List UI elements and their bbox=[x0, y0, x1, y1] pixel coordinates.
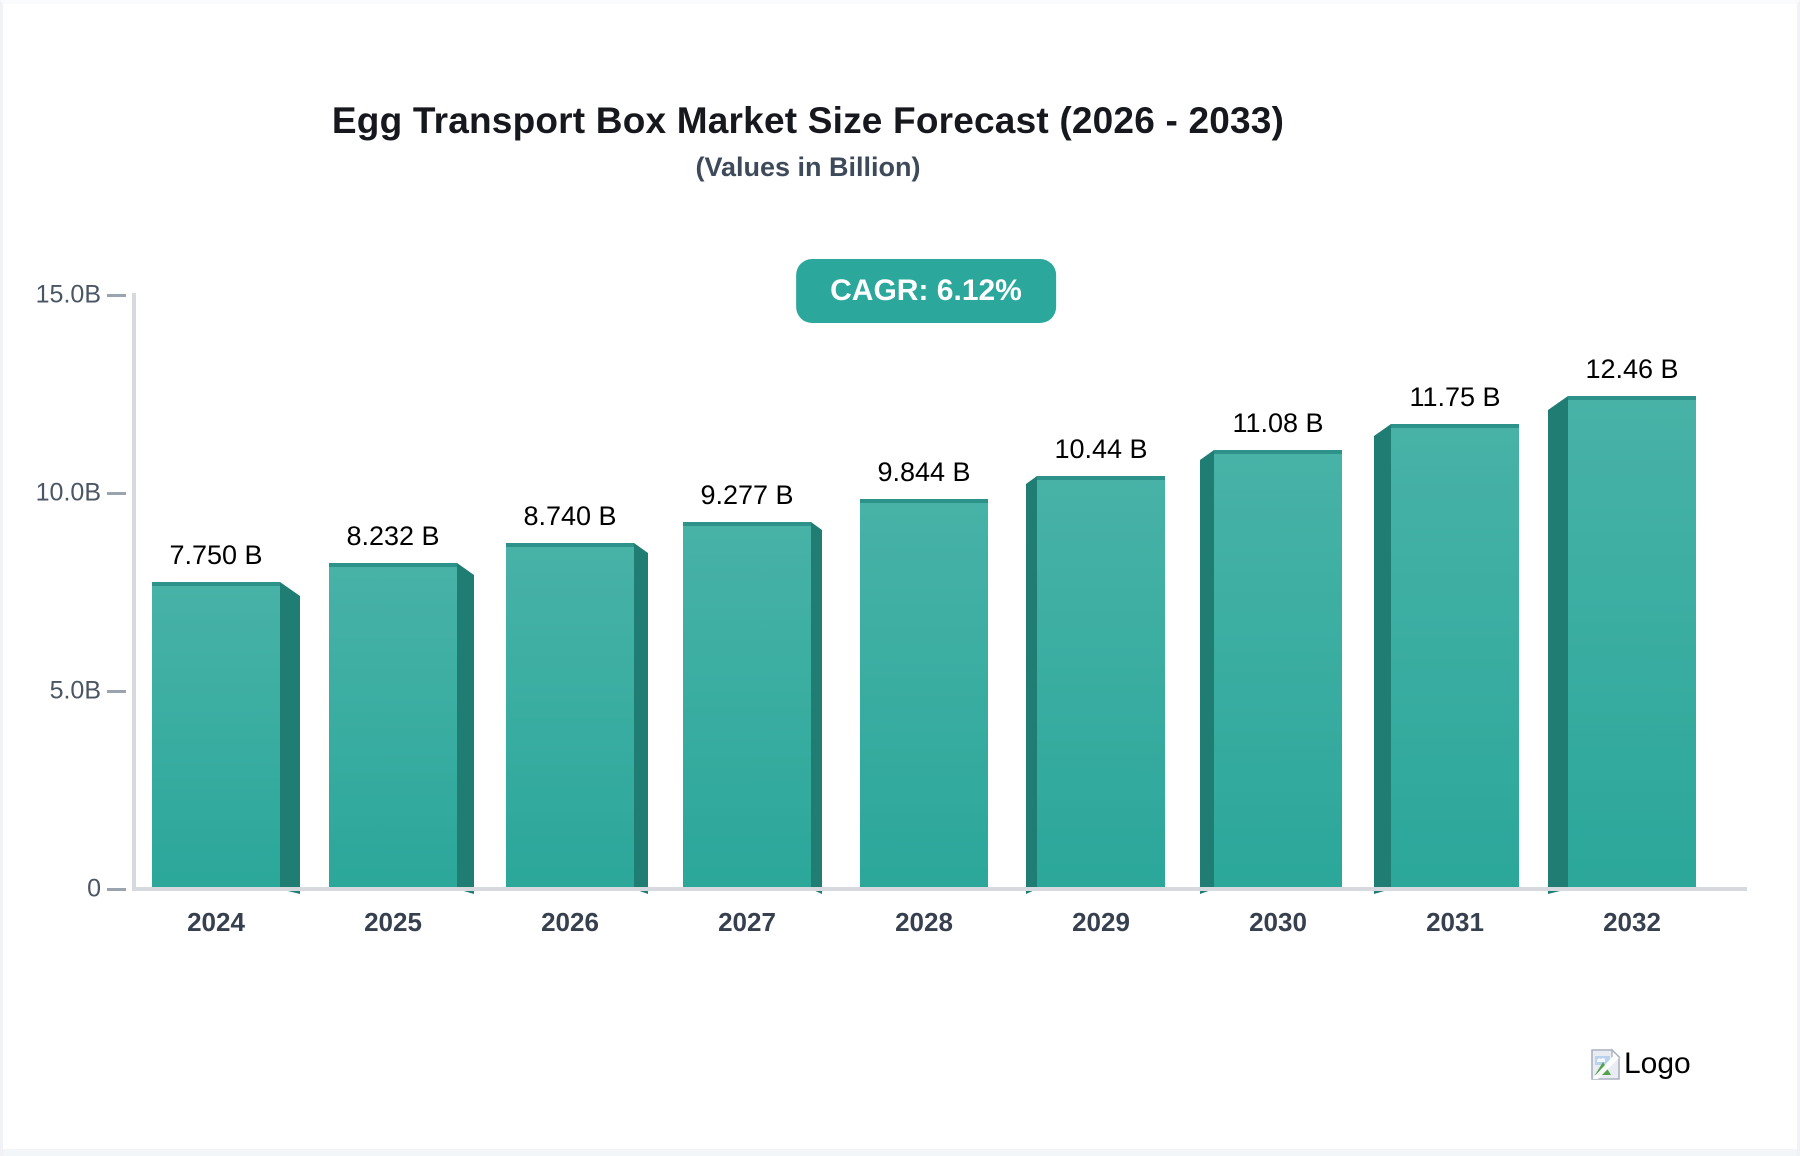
bottom-strip bbox=[3, 1149, 1797, 1156]
bar-2024[interactable] bbox=[152, 582, 280, 889]
bar-top-edge bbox=[1214, 450, 1342, 454]
bar-2032[interactable] bbox=[1568, 396, 1696, 889]
bar-side-face bbox=[1548, 396, 1568, 894]
x-axis-line bbox=[132, 887, 1747, 891]
bar-top-edge bbox=[1568, 396, 1696, 400]
bar-top-edge bbox=[683, 522, 811, 526]
bar-2026[interactable] bbox=[506, 543, 634, 889]
bar-side-face bbox=[811, 522, 822, 894]
x-axis-label-2030: 2030 bbox=[1249, 907, 1307, 937]
cagr-badge: CAGR: 6.12% bbox=[796, 259, 1056, 323]
logo: Logo bbox=[1589, 1047, 1691, 1081]
chart-subtitle: (Values in Billion) bbox=[695, 152, 921, 182]
bar-top-edge bbox=[329, 563, 457, 567]
bar-value-label: 12.46 B bbox=[1585, 354, 1679, 384]
bar-value-label: 9.277 B bbox=[700, 480, 794, 510]
x-axis-label-2026: 2026 bbox=[541, 907, 599, 937]
bar-value-label: 10.44 B bbox=[1054, 434, 1148, 464]
y-axis-line bbox=[132, 293, 136, 890]
x-axis-label-2025: 2025 bbox=[364, 907, 422, 937]
bar-side-face bbox=[634, 543, 648, 894]
x-axis-label-2032: 2032 bbox=[1603, 907, 1661, 937]
x-axis-label-2028: 2028 bbox=[895, 907, 953, 937]
bar-side-face bbox=[280, 582, 300, 894]
bar-value-label: 8.740 B bbox=[523, 501, 617, 531]
bar-2029[interactable] bbox=[1037, 476, 1165, 889]
bar-top-edge bbox=[1037, 476, 1165, 480]
bar-top-edge bbox=[152, 582, 280, 586]
logo-alt-text: Logo bbox=[1624, 1047, 1691, 1080]
x-axis-label-2031: 2031 bbox=[1426, 907, 1484, 937]
bar-2025[interactable] bbox=[329, 563, 457, 889]
bar-value-label: 7.750 B bbox=[169, 540, 263, 570]
y-tick-label: 5.0B bbox=[49, 676, 101, 705]
bar-side-face bbox=[1200, 450, 1214, 894]
bar-2028[interactable] bbox=[860, 499, 988, 889]
y-tick-mark bbox=[107, 690, 126, 693]
x-axis-label-2024: 2024 bbox=[187, 907, 245, 937]
bar-2027[interactable] bbox=[683, 522, 811, 889]
bar-top-edge bbox=[1391, 424, 1519, 428]
x-axis-label-2027: 2027 bbox=[718, 907, 776, 937]
chart-title: Egg Transport Box Market Size Forecast (… bbox=[331, 100, 1285, 141]
y-tick-mark bbox=[107, 294, 126, 297]
y-tick-label: 0 bbox=[87, 874, 101, 903]
broken-image-icon bbox=[1591, 1047, 1621, 1080]
bar-2031[interactable] bbox=[1391, 424, 1519, 889]
bar-value-label: 8.232 B bbox=[346, 521, 440, 551]
y-tick-label: 15.0B bbox=[35, 280, 101, 309]
y-tick-mark bbox=[107, 888, 126, 891]
y-tick-mark bbox=[107, 492, 126, 495]
y-tick-label: 10.0B bbox=[35, 478, 101, 507]
bar-side-face bbox=[1374, 424, 1391, 894]
bar-top-edge bbox=[860, 499, 988, 503]
bar-value-label: 11.08 B bbox=[1232, 408, 1324, 438]
bar-side-face bbox=[457, 563, 474, 894]
bar-top-edge bbox=[506, 543, 634, 547]
bar-value-label: 11.75 B bbox=[1409, 382, 1501, 412]
x-axis-label-2029: 2029 bbox=[1072, 907, 1130, 937]
bar-2030[interactable] bbox=[1214, 450, 1342, 889]
bar-side-face bbox=[1026, 476, 1037, 894]
bar-value-label: 9.844 B bbox=[877, 457, 971, 487]
